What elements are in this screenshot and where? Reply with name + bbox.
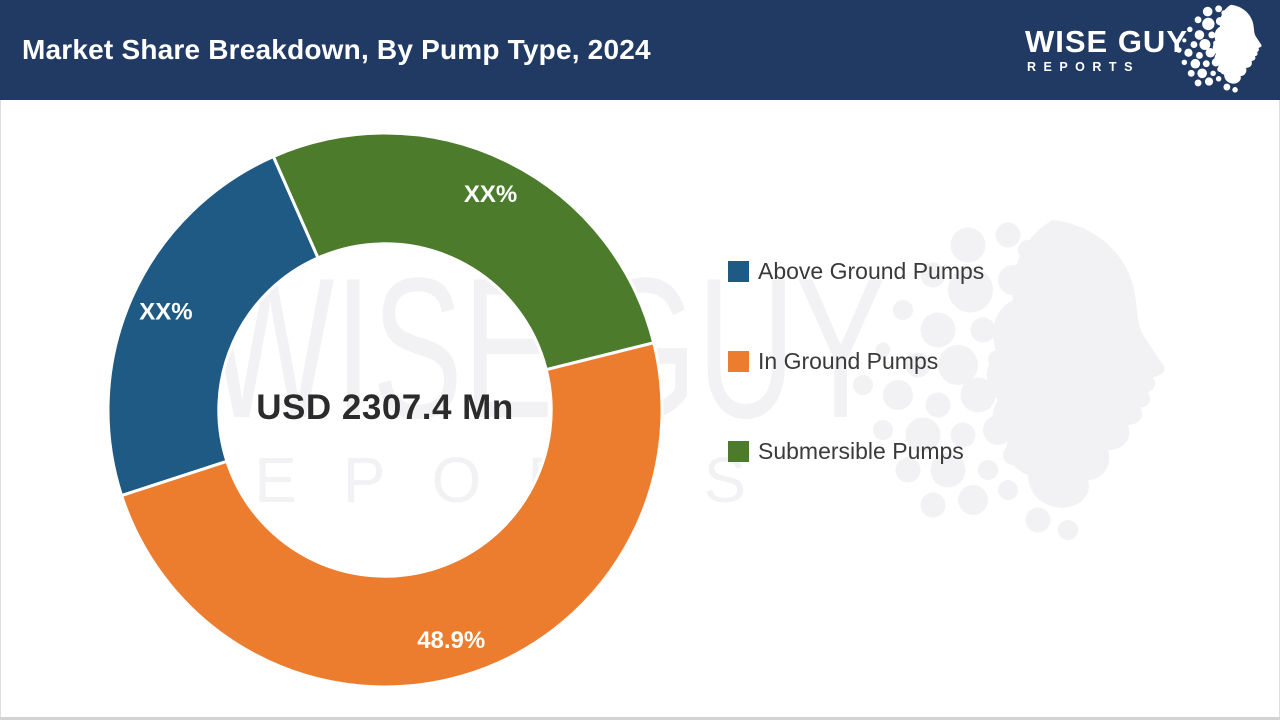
donut-segment-submersible-pumps bbox=[271, 131, 656, 372]
wiseguy-logo-face-icon bbox=[1176, 4, 1262, 93]
legend-item: Submersible Pumps bbox=[728, 437, 984, 465]
legend-swatch bbox=[728, 440, 749, 462]
bottom-border-line bbox=[0, 717, 1280, 720]
slice-percentage-label: XX% bbox=[464, 181, 517, 208]
donut-segment-above-ground-pumps bbox=[106, 154, 320, 498]
legend-swatch bbox=[728, 350, 749, 372]
chart-center-value: USD 2307.4 Mn bbox=[256, 388, 514, 427]
wiseguy-logo: WISE GUY REPORTS bbox=[1025, 0, 1268, 100]
slice-percentage-label: XX% bbox=[139, 298, 192, 325]
legend-item: In Ground Pumps bbox=[728, 347, 984, 375]
chart-legend: Above Ground Pumps In Ground Pumps Submers… bbox=[728, 257, 984, 465]
header-bar: Market Share Breakdown, By Pump Type, 20… bbox=[0, 0, 1280, 100]
legend-item: Above Ground Pumps bbox=[728, 257, 984, 285]
legend-label: In Ground Pumps bbox=[758, 347, 939, 374]
page-title: Market Share Breakdown, By Pump Type, 20… bbox=[22, 34, 651, 65]
left-border-line bbox=[0, 100, 1, 717]
slice-percentage-label: 48.9% bbox=[417, 627, 485, 654]
legend-swatch bbox=[728, 260, 749, 282]
legend-label: Above Ground Pumps bbox=[758, 257, 985, 284]
logo-wiseguy-label: WISE GUY bbox=[1024, 24, 1188, 60]
donut-segment-in-ground-pumps bbox=[120, 341, 664, 689]
logo-reports-label: REPORTS bbox=[1026, 60, 1140, 75]
wiseguy-logo-text: WISE GUY REPORTS bbox=[1025, 26, 1188, 74]
legend-label: Submersible Pumps bbox=[758, 437, 964, 464]
donut-chart: XX% XX% 48.9% bbox=[106, 131, 664, 689]
